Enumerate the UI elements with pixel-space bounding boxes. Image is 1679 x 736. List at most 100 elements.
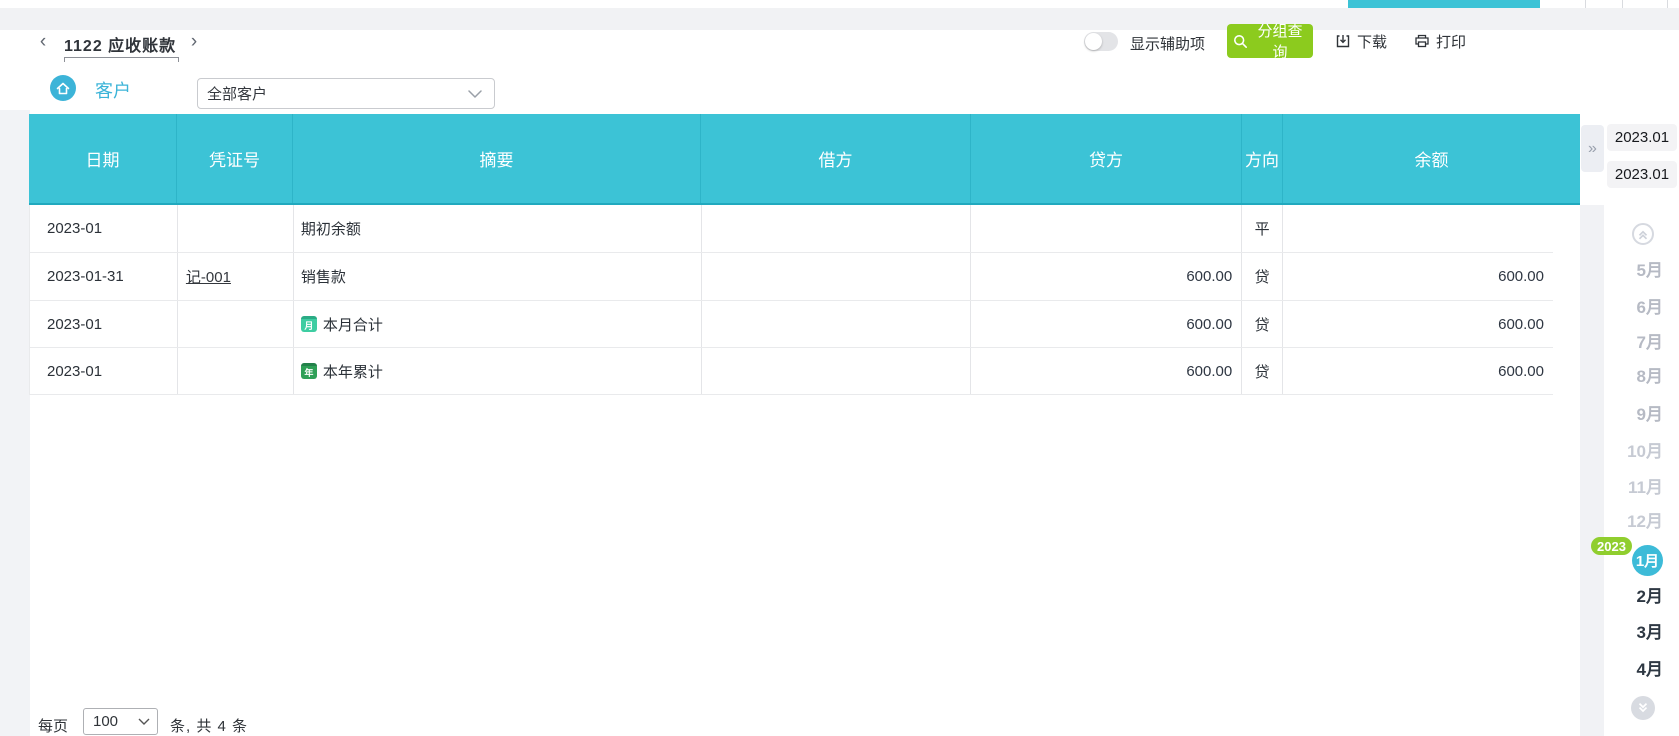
cell-balance: 600.00 <box>1498 315 1544 333</box>
month-item[interactable]: 11月 <box>1628 478 1663 497</box>
column-header-summary: 摘要 <box>293 114 701 203</box>
month-item[interactable]: 4月 <box>1636 660 1663 679</box>
home-button[interactable] <box>50 75 76 101</box>
total-count-label: 条, 共 4 条 <box>170 718 249 735</box>
month-item[interactable]: 10月 <box>1627 442 1663 461</box>
column-header-voucher: 凭证号 <box>177 114 293 203</box>
next-account-button[interactable]: › <box>184 31 204 53</box>
chevron-down-icon <box>468 89 482 98</box>
tab-separator <box>1585 0 1586 8</box>
cell-debit <box>702 205 972 252</box>
download-button[interactable]: 下载 <box>1335 30 1387 52</box>
period-chip[interactable]: 2023.01 <box>1607 124 1677 151</box>
summary-text: 本月合计 <box>322 316 383 334</box>
page-size-select[interactable]: 100 <box>83 708 158 735</box>
collapse-panel-button[interactable]: » <box>1581 125 1604 172</box>
print-label: 打印 <box>1436 33 1467 51</box>
cell-voucher <box>178 348 294 394</box>
cell-summary: 期初余额 <box>294 205 702 252</box>
prev-account-button[interactable]: ‹ <box>33 31 53 53</box>
scroll-up-button[interactable] <box>1632 223 1654 245</box>
top-gray-band <box>0 8 1679 30</box>
column-header-direction: 方向 <box>1242 114 1283 203</box>
cell-direction: 贷 <box>1242 348 1284 394</box>
cell-debit <box>702 301 972 347</box>
selected-month-item[interactable]: 1月 <box>1632 545 1663 576</box>
month-item[interactable]: 12月 <box>1627 512 1663 531</box>
table-header-row: 日期 凭证号 摘要 借方 贷方 方向 余额 <box>29 114 1580 205</box>
cell-voucher <box>178 205 294 252</box>
month-item[interactable]: 6月 <box>1636 298 1663 317</box>
right-gutter <box>1580 205 1604 736</box>
cell-balance <box>1283 205 1553 252</box>
print-button[interactable]: 打印 <box>1414 30 1466 52</box>
cell-voucher: 记-001 <box>178 253 294 300</box>
cell-debit <box>702 348 972 394</box>
chevron-double-down-icon <box>1636 701 1650 715</box>
table-row: 2023-01 年 本年累计 600.00 贷 600.00 <box>29 348 1553 395</box>
account-title-underline <box>64 57 179 58</box>
ledger-table: 日期 凭证号 摘要 借方 贷方 方向 余额 2023-01 期初余额 平 202… <box>29 114 1580 395</box>
period-chip[interactable]: 2023.01 <box>1607 161 1677 188</box>
cell-date: 2023-01 <box>30 301 178 347</box>
cell-date: 2023-01 <box>30 348 178 394</box>
cell-debit <box>702 253 972 300</box>
cell-date: 2023-01 <box>30 205 178 252</box>
window-top-strip <box>0 0 1679 8</box>
month-item[interactable]: 5月 <box>1636 261 1663 280</box>
printer-icon <box>1414 33 1430 49</box>
column-header-balance: 余额 <box>1414 151 1449 170</box>
year-total-icon: 年 <box>300 363 317 379</box>
customer-dropdown[interactable]: 全部客户 <box>197 78 495 109</box>
group-query-button[interactable]: 分组查询 <box>1227 23 1313 61</box>
summary-text: 期初余额 <box>300 221 361 238</box>
column-header-debit: 借方 <box>701 114 971 203</box>
month-total-icon: 月 <box>300 316 317 332</box>
table-row: 2023-01-31 记-001 销售款 600.00 贷 600.00 <box>29 253 1553 301</box>
table-row: 2023-01 月 本月合计 600.00 贷 600.00 <box>29 301 1553 348</box>
customer-filter-label: 客户 <box>95 81 131 101</box>
show-auxiliary-label: 显示辅助项 <box>1130 36 1206 53</box>
summary-text: 本年累计 <box>322 363 383 381</box>
month-item[interactable]: 3月 <box>1636 623 1663 642</box>
chevron-double-up-icon <box>1636 227 1650 241</box>
cell-summary: 月 本月合计 <box>294 301 702 347</box>
cell-date: 2023-01-31 <box>30 253 178 300</box>
group-query-label: 分组查询 <box>1257 23 1303 61</box>
month-item[interactable]: 2月 <box>1636 587 1663 606</box>
home-icon <box>56 82 70 95</box>
cell-balance: 600.00 <box>1498 362 1544 380</box>
download-icon <box>1335 33 1351 49</box>
cell-credit: 600.00 <box>971 301 1243 347</box>
summary-text: 销售款 <box>300 269 346 286</box>
cell-direction: 平 <box>1242 205 1284 252</box>
tab-separator <box>1622 0 1623 8</box>
voucher-link[interactable]: 记-001 <box>185 269 231 286</box>
account-title[interactable]: 1122 应收账款 <box>64 38 177 55</box>
per-page-label: 每页 <box>38 718 69 735</box>
customer-dropdown-value: 全部客户 <box>207 86 268 103</box>
download-label: 下载 <box>1357 33 1388 51</box>
underline-tick-right <box>178 57 179 62</box>
column-header-credit: 贷方 <box>971 114 1242 203</box>
toggle-knob <box>1085 33 1102 50</box>
month-item[interactable]: 7月 <box>1636 333 1663 352</box>
cell-direction: 贷 <box>1242 253 1284 300</box>
cell-summary: 销售款 <box>294 253 702 300</box>
year-badge: 2023 <box>1591 537 1632 555</box>
cell-credit: 600.00 <box>971 253 1243 300</box>
search-icon <box>1233 34 1248 49</box>
month-item[interactable]: 8月 <box>1636 367 1663 386</box>
scroll-down-button[interactable] <box>1631 696 1655 720</box>
cell-credit <box>971 205 1243 252</box>
month-item[interactable]: 9月 <box>1636 405 1663 424</box>
page-size-value: 100 <box>93 713 119 730</box>
column-header-date: 日期 <box>29 114 177 203</box>
cell-balance: 600.00 <box>1498 268 1544 285</box>
active-tab-indicator <box>1348 0 1540 8</box>
chevron-down-icon <box>138 718 150 725</box>
cell-credit: 600.00 <box>971 348 1243 394</box>
tab-separator <box>1667 0 1668 8</box>
show-auxiliary-toggle[interactable] <box>1084 32 1118 51</box>
left-gutter <box>0 110 30 736</box>
